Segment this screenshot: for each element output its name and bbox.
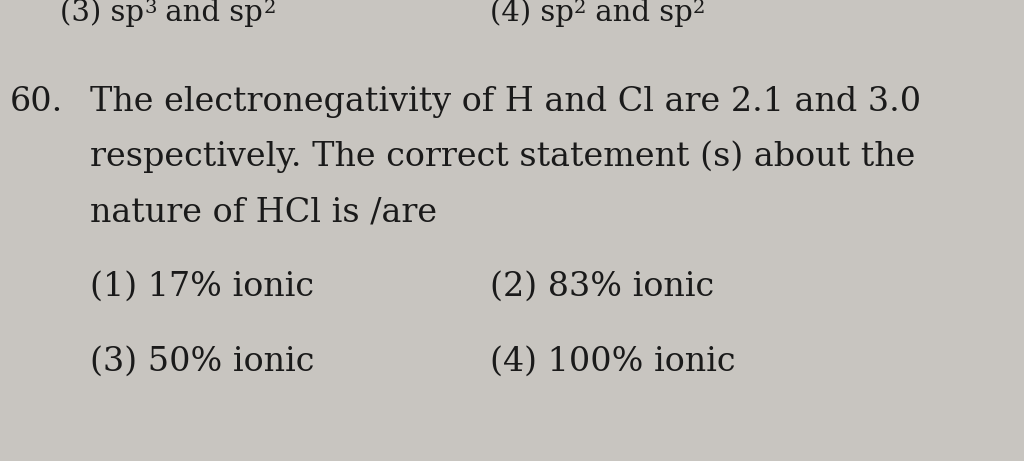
Text: 2: 2 (573, 0, 587, 17)
Text: (4) sp: (4) sp (490, 0, 573, 27)
Text: and sp: and sp (587, 0, 693, 27)
Text: 2: 2 (693, 0, 706, 17)
Text: The electronegativity of H and Cl are 2.1 and 3.0: The electronegativity of H and Cl are 2.… (90, 86, 922, 118)
Text: 3: 3 (144, 0, 157, 17)
Text: respectively. The correct statement (s) about the: respectively. The correct statement (s) … (90, 140, 915, 173)
Text: 2: 2 (263, 0, 275, 17)
Text: (3) 50% ionic: (3) 50% ionic (90, 346, 314, 378)
Text: 60.: 60. (10, 86, 63, 118)
Text: (3) sp: (3) sp (60, 0, 144, 27)
Text: (1) 17% ionic: (1) 17% ionic (90, 271, 314, 303)
Text: (4) 100% ionic: (4) 100% ionic (490, 346, 735, 378)
Text: (2) 83% ionic: (2) 83% ionic (490, 271, 714, 303)
Text: nature of HCl is /are: nature of HCl is /are (90, 196, 437, 228)
Text: and sp: and sp (157, 0, 263, 27)
